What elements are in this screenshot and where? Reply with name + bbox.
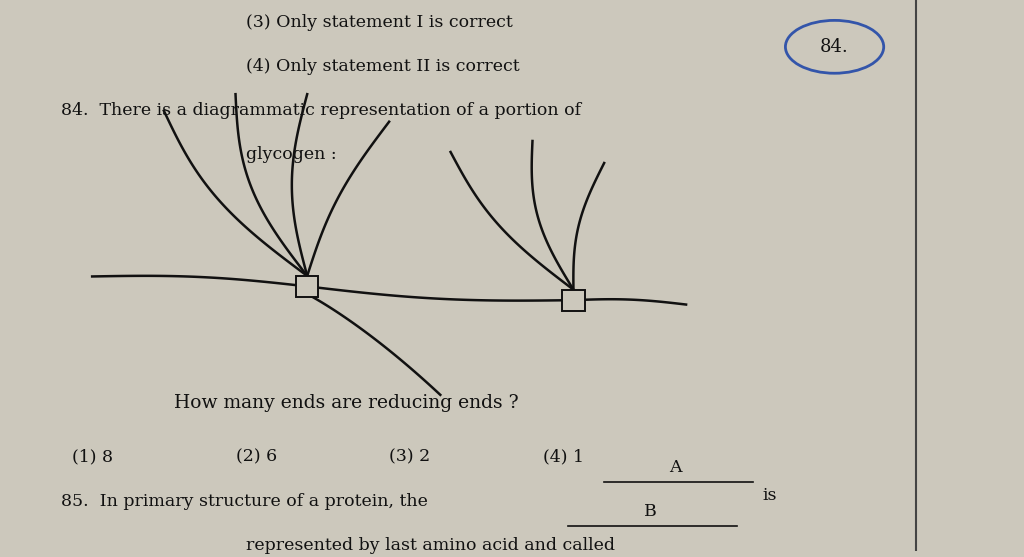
Text: A: A bbox=[670, 460, 682, 476]
Text: (4) 1: (4) 1 bbox=[543, 449, 584, 466]
Text: is: is bbox=[763, 487, 777, 505]
FancyBboxPatch shape bbox=[562, 290, 585, 311]
Text: B: B bbox=[644, 504, 656, 520]
Text: represented by last amino acid and called: represented by last amino acid and calle… bbox=[246, 537, 614, 554]
FancyBboxPatch shape bbox=[296, 276, 318, 297]
Text: 85.  In primary structure of a protein, the: 85. In primary structure of a protein, t… bbox=[61, 493, 428, 510]
Text: (3) Only statement I is correct: (3) Only statement I is correct bbox=[246, 14, 512, 31]
Text: (4) Only statement II is correct: (4) Only statement II is correct bbox=[246, 58, 519, 75]
Text: How many ends are reducing ends ?: How many ends are reducing ends ? bbox=[174, 394, 519, 412]
Text: 84.  There is a diagrammatic representation of a portion of: 84. There is a diagrammatic representati… bbox=[61, 102, 582, 119]
Text: 84.: 84. bbox=[820, 38, 849, 56]
Text: (2) 6: (2) 6 bbox=[236, 449, 276, 466]
Text: (1) 8: (1) 8 bbox=[72, 449, 113, 466]
Text: glycogen :: glycogen : bbox=[246, 146, 337, 163]
Text: (3) 2: (3) 2 bbox=[389, 449, 430, 466]
